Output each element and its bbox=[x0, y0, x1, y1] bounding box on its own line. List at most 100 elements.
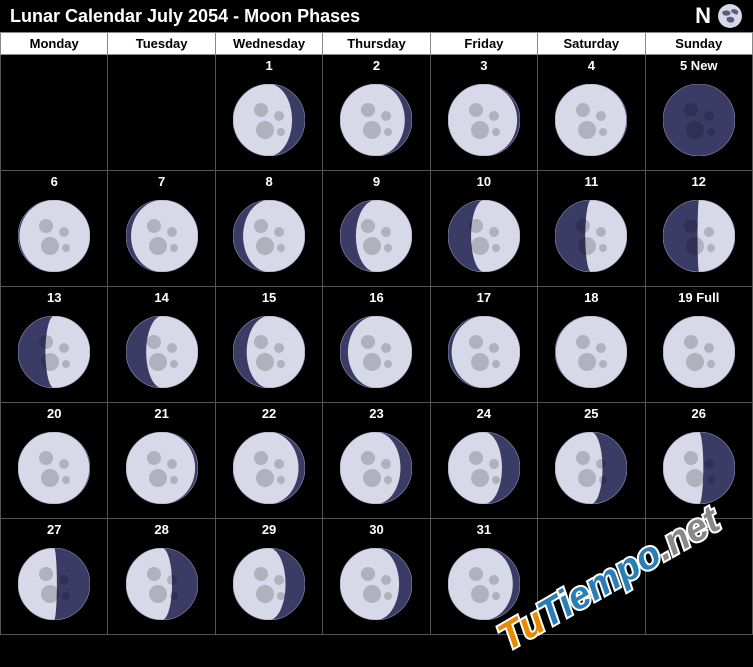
day-cell: 1 bbox=[215, 55, 322, 171]
day-header-row: MondayTuesdayWednesdayThursdayFridaySatu… bbox=[1, 33, 753, 55]
day-label: 5 New bbox=[646, 55, 752, 75]
moon-icon bbox=[216, 539, 322, 629]
day-label: 10 bbox=[431, 171, 537, 191]
day-label: 26 bbox=[646, 403, 752, 423]
day-cell: 2 bbox=[323, 55, 430, 171]
day-label: 18 bbox=[538, 287, 644, 307]
day-header: Thursday bbox=[323, 33, 430, 55]
moon-icon bbox=[538, 191, 644, 281]
day-label: 29 bbox=[216, 519, 322, 539]
day-label: 8 bbox=[216, 171, 322, 191]
day-cell: 17 bbox=[430, 287, 537, 403]
moon-icon bbox=[431, 191, 537, 281]
empty-cell bbox=[1, 55, 108, 171]
moon-icon bbox=[108, 423, 214, 513]
moon-icon bbox=[431, 75, 537, 165]
day-label: 11 bbox=[538, 171, 644, 191]
day-cell: 26 bbox=[645, 403, 752, 519]
day-cell: 6 bbox=[1, 171, 108, 287]
day-label: 20 bbox=[1, 403, 107, 423]
day-label: 12 bbox=[646, 171, 752, 191]
day-cell: 25 bbox=[538, 403, 645, 519]
calendar-body: 1 2 3 4 5 Ne bbox=[1, 55, 753, 635]
moon-icon bbox=[538, 307, 644, 397]
day-label: 6 bbox=[1, 171, 107, 191]
day-cell: 5 New bbox=[645, 55, 752, 171]
day-cell: 20 bbox=[1, 403, 108, 519]
day-cell: 18 bbox=[538, 287, 645, 403]
day-cell: 30 bbox=[323, 519, 430, 635]
moon-icon bbox=[323, 423, 429, 513]
hemisphere-label: N bbox=[695, 3, 711, 29]
moon-icon bbox=[216, 191, 322, 281]
day-cell: 22 bbox=[215, 403, 322, 519]
day-label: 16 bbox=[323, 287, 429, 307]
empty-cell bbox=[108, 55, 215, 171]
moon-icon bbox=[431, 423, 537, 513]
day-label: 25 bbox=[538, 403, 644, 423]
day-label: 24 bbox=[431, 403, 537, 423]
day-label: 4 bbox=[538, 55, 644, 75]
day-label: 21 bbox=[108, 403, 214, 423]
day-label: 30 bbox=[323, 519, 429, 539]
moon-icon bbox=[538, 423, 644, 513]
moon-icon bbox=[538, 75, 644, 165]
day-label: 22 bbox=[216, 403, 322, 423]
day-header: Friday bbox=[430, 33, 537, 55]
day-cell: 27 bbox=[1, 519, 108, 635]
day-header: Wednesday bbox=[215, 33, 322, 55]
header: Lunar Calendar July 2054 - Moon Phases N bbox=[0, 0, 753, 32]
day-label: 28 bbox=[108, 519, 214, 539]
empty-cell bbox=[645, 519, 752, 635]
day-cell: 4 bbox=[538, 55, 645, 171]
page-title: Lunar Calendar July 2054 - Moon Phases bbox=[10, 6, 360, 27]
globe-icon bbox=[717, 3, 743, 29]
day-cell: 16 bbox=[323, 287, 430, 403]
day-label: 7 bbox=[108, 171, 214, 191]
moon-icon bbox=[1, 423, 107, 513]
moon-icon bbox=[108, 191, 214, 281]
day-label: 3 bbox=[431, 55, 537, 75]
day-label: 14 bbox=[108, 287, 214, 307]
day-cell: 10 bbox=[430, 171, 537, 287]
day-header: Monday bbox=[1, 33, 108, 55]
day-label: 9 bbox=[323, 171, 429, 191]
moon-icon bbox=[431, 539, 537, 629]
day-label: 13 bbox=[1, 287, 107, 307]
day-cell: 7 bbox=[108, 171, 215, 287]
day-header: Sunday bbox=[645, 33, 752, 55]
moon-icon bbox=[108, 307, 214, 397]
day-cell: 24 bbox=[430, 403, 537, 519]
calendar-table: MondayTuesdayWednesdayThursdayFridaySatu… bbox=[0, 32, 753, 635]
day-cell: 9 bbox=[323, 171, 430, 287]
empty-cell bbox=[538, 519, 645, 635]
day-cell: 23 bbox=[323, 403, 430, 519]
moon-icon bbox=[323, 191, 429, 281]
day-label: 1 bbox=[216, 55, 322, 75]
day-label: 17 bbox=[431, 287, 537, 307]
day-label: 2 bbox=[323, 55, 429, 75]
day-cell: 3 bbox=[430, 55, 537, 171]
day-header: Saturday bbox=[538, 33, 645, 55]
moon-icon bbox=[216, 307, 322, 397]
day-cell: 31 bbox=[430, 519, 537, 635]
day-cell: 13 bbox=[1, 287, 108, 403]
header-right: N bbox=[695, 3, 743, 29]
day-label: 19 Full bbox=[646, 287, 752, 307]
day-cell: 28 bbox=[108, 519, 215, 635]
day-cell: 11 bbox=[538, 171, 645, 287]
moon-icon bbox=[216, 423, 322, 513]
day-label: 23 bbox=[323, 403, 429, 423]
day-cell: 19 Full bbox=[645, 287, 752, 403]
moon-icon bbox=[1, 307, 107, 397]
moon-icon bbox=[646, 423, 752, 513]
moon-icon bbox=[646, 75, 752, 165]
moon-icon bbox=[216, 75, 322, 165]
moon-icon bbox=[323, 75, 429, 165]
day-cell: 12 bbox=[645, 171, 752, 287]
day-cell: 8 bbox=[215, 171, 322, 287]
day-cell: 21 bbox=[108, 403, 215, 519]
moon-icon bbox=[431, 307, 537, 397]
moon-icon bbox=[646, 191, 752, 281]
moon-icon bbox=[1, 191, 107, 281]
